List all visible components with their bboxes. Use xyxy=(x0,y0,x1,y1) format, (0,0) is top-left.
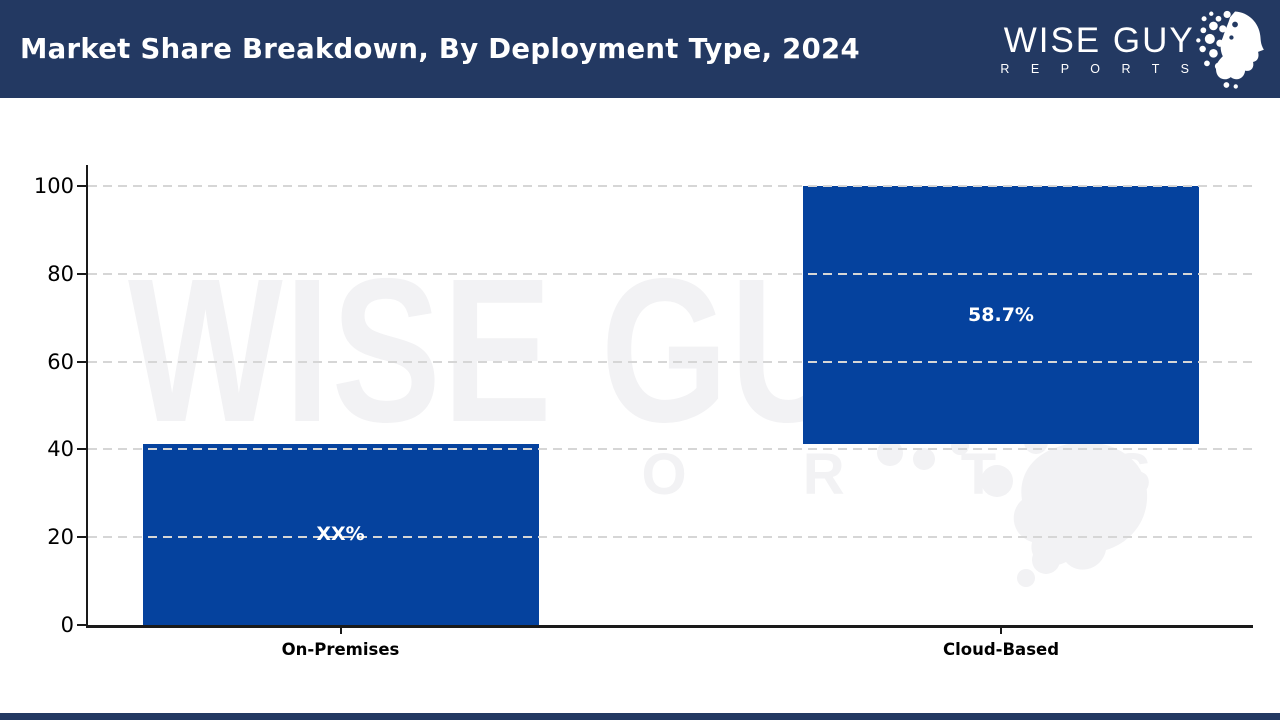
x-tick-label-on-premises: On-Premises xyxy=(281,640,400,659)
watermark-face-blob xyxy=(877,430,1148,587)
logo-wordmark: WISE GUY R E P O R T S xyxy=(1000,23,1198,76)
y-tick-label-0: 0 xyxy=(60,613,74,637)
x-tick-label-cloud-based: Cloud-Based xyxy=(942,640,1060,659)
bar-value-label-cloud-based: 58.7% xyxy=(968,303,1034,326)
y-tick-mark-40 xyxy=(77,448,88,451)
y-axis-line xyxy=(86,165,88,625)
y-tick-mark-100 xyxy=(77,185,88,187)
y-tick-label-100: 100 xyxy=(33,174,74,198)
gridline-20 xyxy=(88,536,1253,539)
x-axis-line xyxy=(86,625,1253,628)
bar-on-premises xyxy=(142,443,539,625)
x-tick-mark-cloud-based xyxy=(1000,625,1002,634)
wise-guy-logo: WISE GUY R E P O R T S xyxy=(1000,8,1266,90)
gridline-40 xyxy=(88,448,1253,451)
header: Market Share Breakdown, By Deployment Ty… xyxy=(0,0,1280,98)
y-tick-label-20: 20 xyxy=(47,525,74,550)
y-tick-mark-60 xyxy=(77,360,88,363)
logo-face-icon xyxy=(1196,10,1264,89)
bar-cloud-based xyxy=(803,186,1199,444)
logo-wordmark-main: WISE GUY xyxy=(1003,20,1195,60)
gridline-80 xyxy=(88,272,1253,275)
gridline-60 xyxy=(88,360,1253,363)
bar-value-label-on-premises: XX% xyxy=(316,523,365,546)
gridline-100 xyxy=(88,185,1253,187)
logo-wordmark-sub: R E P O R T S xyxy=(1000,61,1198,76)
y-tick-mark-20 xyxy=(77,536,88,539)
y-tick-mark-80 xyxy=(77,272,88,275)
y-tick-label-40: 40 xyxy=(47,437,74,462)
x-tick-mark-on-premises xyxy=(339,625,342,634)
y-tick-label-60: 60 xyxy=(47,349,74,374)
y-tick-mark-0 xyxy=(77,624,88,626)
footer-bar xyxy=(0,713,1280,720)
y-tick-label-80: 80 xyxy=(47,261,74,286)
page-title: Market Share Breakdown, By Deployment Ty… xyxy=(20,33,860,65)
